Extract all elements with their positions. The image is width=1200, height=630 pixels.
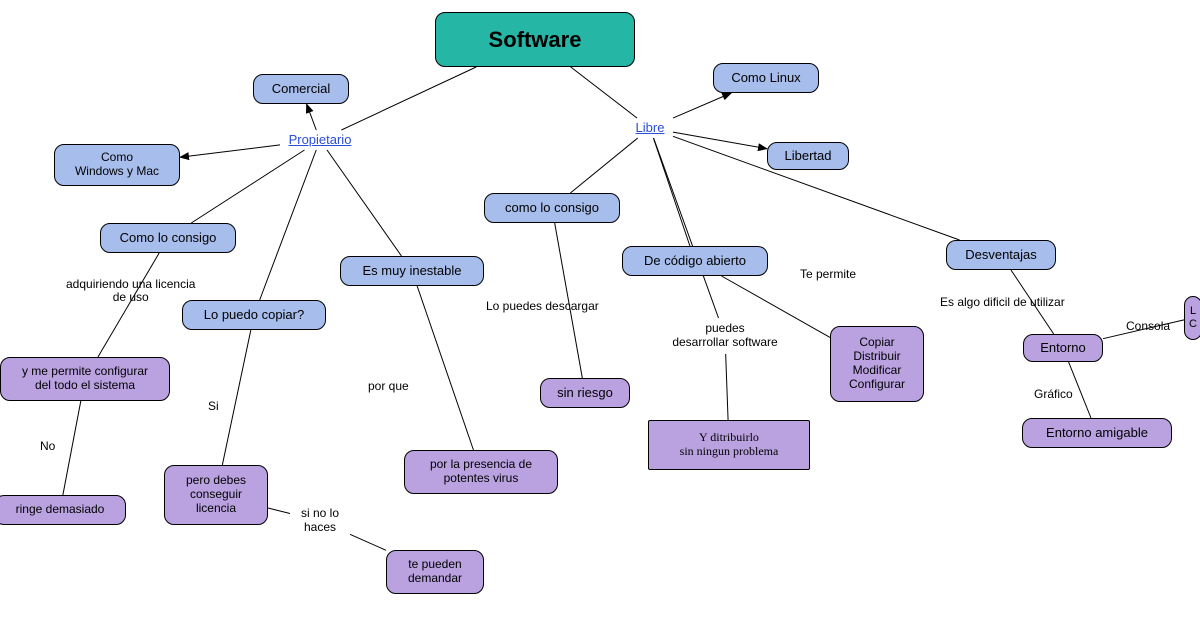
node-software: Software xyxy=(435,12,635,67)
edge-label-entorno-lineaCmd: Consola xyxy=(1126,320,1170,333)
edge-entorno-entornoAmig xyxy=(1069,362,1091,418)
node-libertad: Libertad xyxy=(767,142,849,170)
edge-label-codigoAbierto-copiarDist: Te permite xyxy=(800,268,856,281)
node-configSist: y me permite configurar del todo el sist… xyxy=(0,357,170,401)
edge-propietario-comoConsigoP xyxy=(191,150,304,223)
edge-licencia-siNoHaces xyxy=(268,508,290,514)
node-inestable: Es muy inestable xyxy=(340,256,484,286)
node-desventajas: Desventajas xyxy=(946,240,1056,270)
node-puedoCopiar: Lo puedo copiar? xyxy=(182,300,326,330)
edge-libre-puedesDev xyxy=(654,138,719,318)
edge-label-comoConsigoL-sinRiesgo: Lo puedes descargar xyxy=(486,300,599,313)
node-comoConsigoP: Como lo consigo xyxy=(100,223,236,253)
node-codigoAbierto: De código abierto xyxy=(622,246,768,276)
node-siNoHaces: si no lo haces xyxy=(290,504,350,538)
edge-entorno-lineaCmd xyxy=(1103,320,1184,339)
edge-label-puedoCopiar-licencia: Si xyxy=(208,400,219,413)
edge-label-configSist-restringe: No xyxy=(40,440,55,453)
edge-desventajas-entorno xyxy=(1011,270,1054,334)
node-virus: por la presencia de potentes virus xyxy=(404,450,558,494)
edge-puedoCopiar-licencia xyxy=(222,330,251,465)
edge-label-entorno-entornoAmig: Gráfico xyxy=(1034,388,1073,401)
edge-libre-comoConsigoL xyxy=(570,138,637,193)
node-comoLinux: Como Linux xyxy=(713,63,819,93)
edge-label-comoConsigoP-configSist: adquiriendo una licencia de uso xyxy=(66,278,195,304)
edge-configSist-restringe xyxy=(63,401,81,495)
node-puedesDev: puedes desarrollar software xyxy=(650,318,800,354)
concept-map-canvas: Software Comercial Como Linux Propietario Li… xyxy=(0,0,1200,630)
edge-propietario-puedoCopiar xyxy=(260,150,317,300)
edge-siNoHaces-demandar xyxy=(350,534,386,550)
node-restringe: ringe demasiado xyxy=(0,495,126,525)
node-comercial: Comercial xyxy=(253,74,349,104)
edge-propietario-inestable xyxy=(327,150,401,256)
node-demandar: te pueden demandar xyxy=(386,550,484,594)
node-entorno: Entorno xyxy=(1023,334,1103,362)
edge-label-desventajas-entorno: Es algo dificil de utilizar xyxy=(940,296,1065,309)
node-libre: Libre xyxy=(627,118,673,138)
node-entornoAmig: Entorno amigable xyxy=(1022,418,1172,448)
edge-propietario-comercial xyxy=(307,104,317,130)
node-sinRiesgo: sin riesgo xyxy=(540,378,630,408)
edge-comoConsigoL-sinRiesgo xyxy=(555,223,583,378)
edge-libre-codigoAbierto xyxy=(653,138,690,246)
edge-inestable-virus xyxy=(417,286,473,450)
edge-software-libre xyxy=(571,67,637,118)
edge-label-inestable-virus: por que xyxy=(368,380,409,393)
edge-puedesDev-yDistrib xyxy=(726,354,728,420)
node-copiarDist: Copiar Distribuir Modificar Configurar xyxy=(830,326,924,402)
node-comoConsigoL: como lo consigo xyxy=(484,193,620,223)
edges-layer xyxy=(0,0,1200,630)
edge-libre-libertad xyxy=(673,132,767,149)
edge-libre-comoLinux xyxy=(673,93,731,118)
node-yDistrib: Y ditribuirlo sin ningun problema xyxy=(648,420,810,470)
edge-comoConsigoP-configSist xyxy=(98,253,159,357)
node-propietario: Propietario xyxy=(280,130,360,150)
edge-propietario-comoWinMac xyxy=(180,145,280,157)
node-lineaCmd: L C xyxy=(1184,296,1200,340)
node-licencia: pero debes conseguir licencia xyxy=(164,465,268,525)
node-comoWinMac: Como Windows y Mac xyxy=(54,144,180,186)
edge-software-propietario xyxy=(341,67,476,130)
